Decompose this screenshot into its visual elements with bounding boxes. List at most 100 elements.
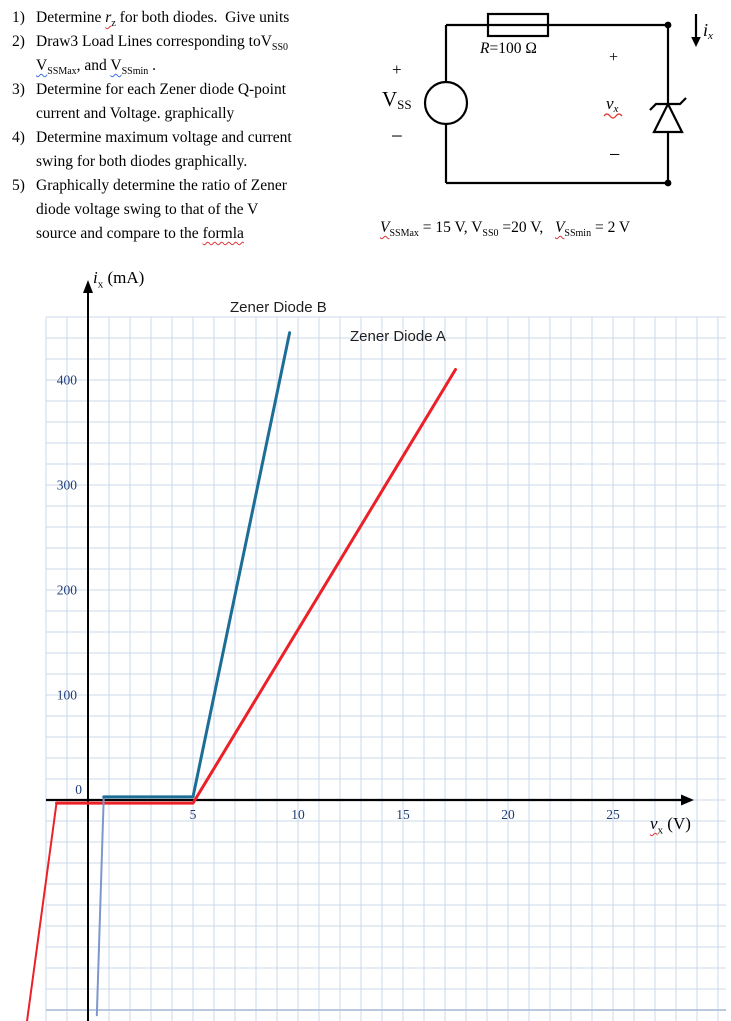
- vssmin-base: V: [110, 57, 122, 75]
- rz-symbol: rz: [105, 9, 116, 30]
- rz-base: r: [105, 9, 112, 26]
- item-number-1: 1): [12, 9, 25, 26]
- problem-1-text: Determine rz for both diodes. Give units: [36, 6, 384, 30]
- misspelled-word: formla: [202, 225, 244, 243]
- iv-chart: 5 10 15 20 25 400 300 200 100 0 ix (mA) vx (V) Ze…: [0, 268, 731, 1021]
- text-run: Determine for each Zener diode Q-point: [36, 81, 287, 99]
- ix-base: i: [703, 20, 708, 40]
- item-number-5: 5): [12, 177, 25, 195]
- problem-3-text: Determine for each Zener diode Q-point c…: [36, 78, 384, 126]
- x-label-symbol: vx: [650, 814, 664, 837]
- vssmin-sub: SSmin: [121, 66, 149, 78]
- item-number-2: 2): [12, 33, 25, 51]
- x-label-sub: x: [657, 824, 664, 837]
- chart-canvas: 5 10 15 20 25 400 300 200 100 0: [26, 280, 726, 1021]
- y-label-unit: (mA): [103, 268, 145, 287]
- problem-5-text: Graphically determine the ratio of Zener…: [36, 174, 384, 246]
- ix-label: ix: [703, 20, 713, 42]
- vssmin-value: = 2 V: [591, 219, 631, 236]
- ix-sub: x: [707, 30, 713, 42]
- vx-label: vx: [606, 94, 619, 115]
- text-run: Determine: [36, 9, 106, 26]
- vss-sub: SS: [397, 97, 411, 112]
- text-run: Draw3 Load Lines corresponding toV: [36, 33, 272, 51]
- x-tick-label: 15: [396, 807, 410, 822]
- source-plus-sign: +: [392, 60, 402, 79]
- vssmax-symbol: VSSMax: [36, 57, 77, 78]
- resistor-symbol: R: [479, 40, 490, 57]
- x-label-base: v: [650, 814, 658, 833]
- series-line-zener-diode-a: [55, 368, 457, 805]
- text-run: current and Voltage. graphically: [36, 105, 235, 123]
- voltage-source: [423, 80, 469, 126]
- item-number-3: 3): [12, 81, 25, 99]
- y-axis-label: ix (mA): [93, 268, 145, 291]
- vssmax-value: = 15 V,: [418, 219, 472, 236]
- vss-base: V: [382, 87, 397, 111]
- text-run: , and: [76, 57, 111, 75]
- vssmin-param: VSSmin: [554, 219, 592, 240]
- x-label-unit: (V): [663, 814, 691, 833]
- node-dot-top: [664, 21, 672, 29]
- source-minus-sign: −: [391, 124, 403, 148]
- vx-plus-sign: +: [609, 49, 618, 66]
- vssmax-param: VSSMax: [380, 219, 419, 240]
- y-tick-label: 0: [75, 782, 82, 797]
- circuit-canvas: R=100 Ω + VSS − + vx − ix: [382, 12, 713, 187]
- problem-4-text: Determine maximum voltage and current sw…: [36, 126, 384, 174]
- rz-sub: z: [111, 18, 116, 30]
- series-line-reverse-zener-diode-b: [95, 795, 105, 1017]
- resistor: [486, 12, 550, 38]
- vx-wavy-underline: [603, 113, 623, 119]
- vss0-value: =20 V,: [498, 219, 555, 236]
- text-run: swing for both diodes graphically.: [36, 153, 248, 171]
- vssmin-symbol: VSSmin: [110, 57, 149, 78]
- x-axis-arrowhead: [681, 794, 694, 806]
- y-axis-arrowhead: [83, 280, 93, 293]
- vx-sub: x: [613, 103, 619, 115]
- resistor-label: R=100 Ω: [479, 40, 537, 57]
- vx-base: v: [606, 94, 614, 113]
- vss0-sub: SS0: [271, 42, 289, 54]
- problem-1: 1) Determine rz for both diodes. Give un…: [12, 6, 384, 30]
- text-run: source and compare to the: [36, 225, 203, 243]
- vssmin-sub: SSmin: [564, 228, 592, 240]
- problem-2-text: Draw3 Load Lines corresponding toVSS0 VS…: [36, 30, 384, 78]
- vss-label: VSS: [382, 87, 412, 112]
- problem-3: 3) Determine for each Zener diode Q-poin…: [12, 78, 384, 126]
- problem-5: 5) Graphically determine the ratio of Ze…: [12, 174, 384, 246]
- x-tick-label: 5: [190, 807, 197, 822]
- x-tick-label: 25: [606, 807, 620, 822]
- y-label-sub: x: [97, 278, 104, 291]
- series-line-zener-diode-b: [102, 331, 292, 799]
- vssmax-base: V: [36, 57, 48, 75]
- vssmax-base: V: [380, 219, 390, 236]
- text-run: .: [148, 57, 157, 75]
- vssmax-sub: SSMax: [47, 66, 77, 78]
- item-number-4: 4): [12, 129, 25, 147]
- text-run: diode voltage swing to that of the V: [36, 201, 259, 219]
- problem-4: 4) Determine maximum voltage and current…: [12, 126, 384, 174]
- vssmin-base: V: [554, 219, 565, 236]
- resistor-value: =100 Ω: [489, 40, 536, 57]
- series-label-diode-a: Zener Diode A: [350, 328, 446, 345]
- x-tick-label: 10: [291, 807, 305, 822]
- problem-2: 2) Draw3 Load Lines corresponding toVSS0…: [12, 30, 384, 78]
- vssmax-sub: SSMax: [389, 228, 419, 240]
- y-tick-label: 100: [57, 688, 78, 703]
- vss0-sub: SS0: [482, 228, 499, 240]
- text-run: for both diodes. Give units: [115, 9, 290, 26]
- node-dot-bottom: [664, 179, 672, 187]
- series-line-reverse-zener-diode-a: [26, 802, 58, 1021]
- y-tick-label: 300: [57, 478, 78, 493]
- source-values: VSSMax = 15 V, VSS0 =20 V, VSSmin = 2 V: [380, 219, 631, 240]
- y-label-base: i: [93, 268, 98, 287]
- vss0-base: V: [471, 219, 483, 236]
- text-run: Graphically determine the ratio of Zener: [36, 177, 287, 195]
- x-tick-label: 20: [501, 807, 515, 822]
- series-label-diode-b: Zener Diode B: [230, 299, 327, 316]
- zener-anode-triangle: [652, 101, 684, 134]
- text-run: Determine maximum voltage and current: [36, 129, 292, 147]
- problem-list: 1) Determine rz for both diodes. Give un…: [12, 6, 384, 246]
